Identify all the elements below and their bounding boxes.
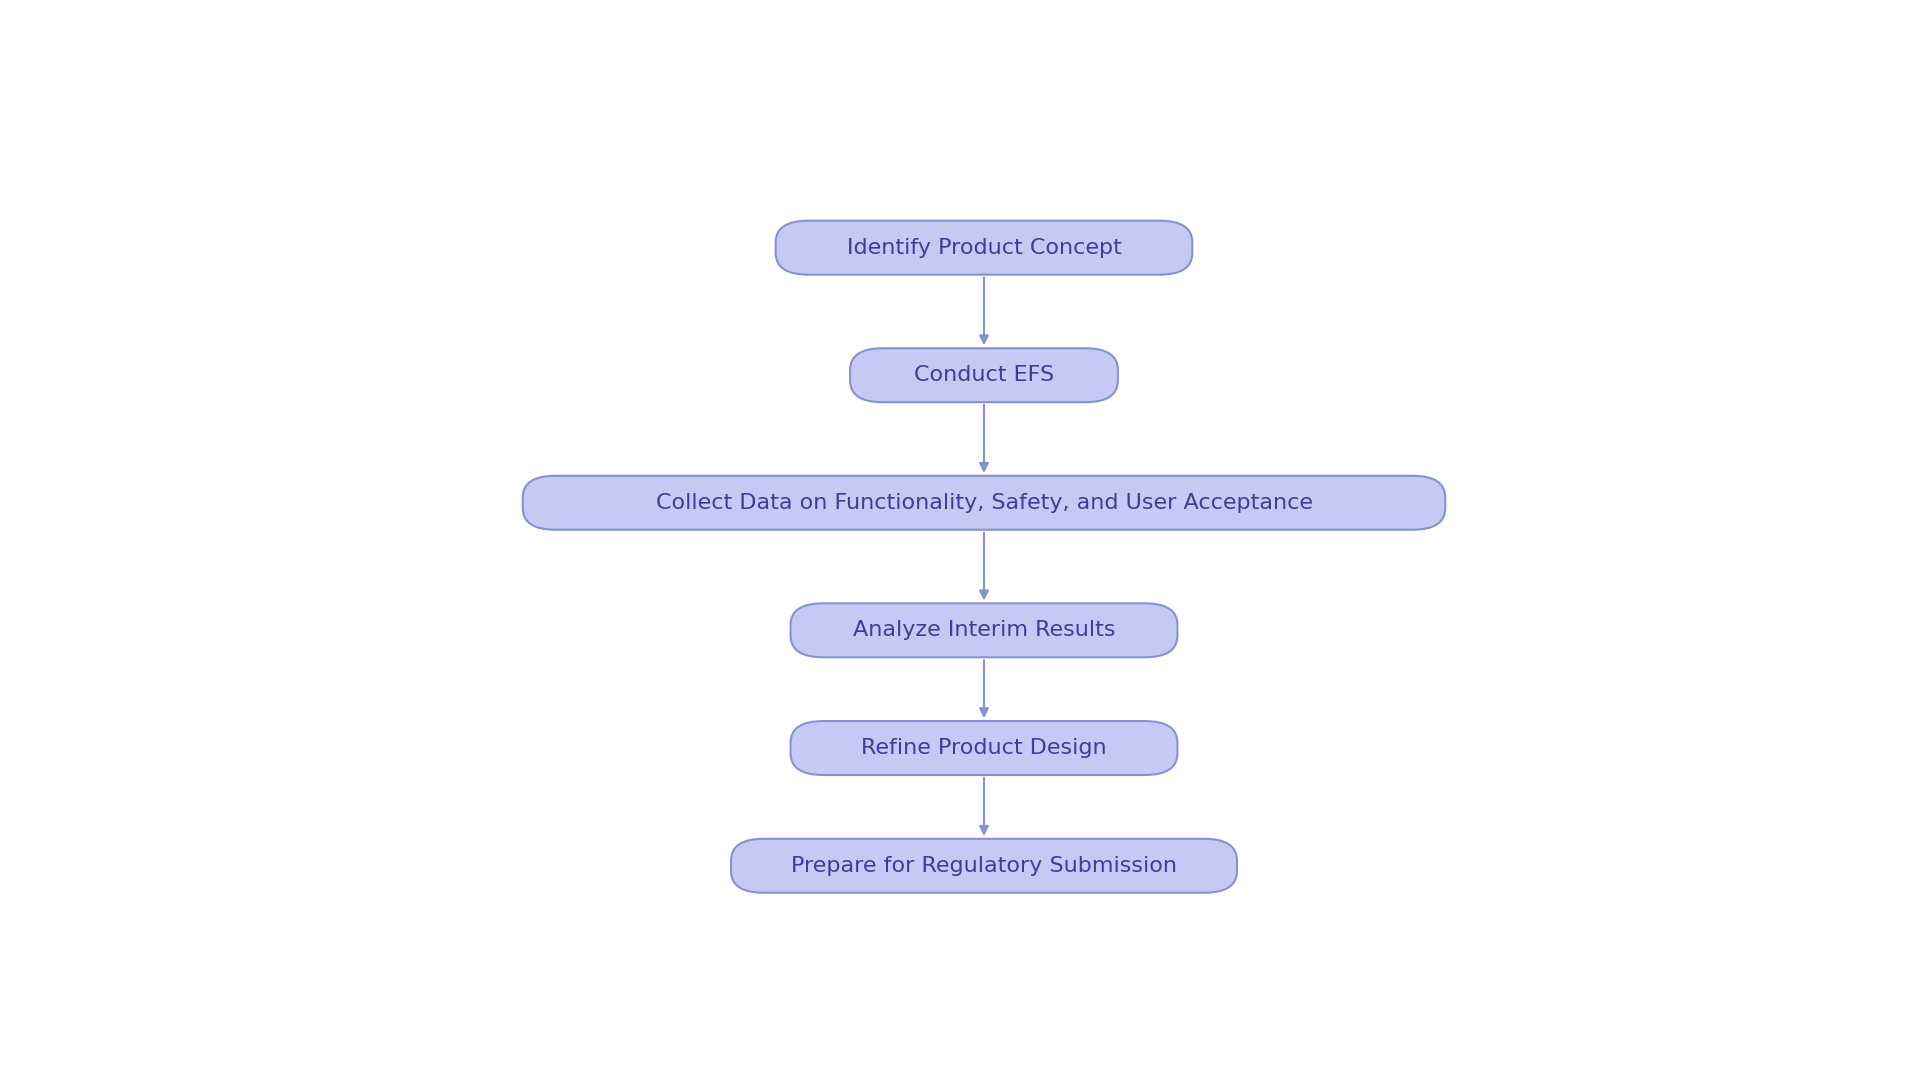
FancyBboxPatch shape	[732, 838, 1236, 892]
Text: Identify Product Concept: Identify Product Concept	[847, 237, 1121, 258]
Text: Collect Data on Functionality, Safety, and User Acceptance: Collect Data on Functionality, Safety, a…	[655, 493, 1313, 512]
FancyBboxPatch shape	[791, 603, 1177, 657]
Text: Analyze Interim Results: Analyze Interim Results	[852, 621, 1116, 640]
FancyBboxPatch shape	[851, 349, 1117, 402]
Text: Prepare for Regulatory Submission: Prepare for Regulatory Submission	[791, 856, 1177, 876]
FancyBboxPatch shape	[776, 221, 1192, 275]
Text: Conduct EFS: Conduct EFS	[914, 365, 1054, 386]
Text: Refine Product Design: Refine Product Design	[862, 738, 1106, 758]
FancyBboxPatch shape	[522, 475, 1446, 530]
FancyBboxPatch shape	[791, 721, 1177, 775]
